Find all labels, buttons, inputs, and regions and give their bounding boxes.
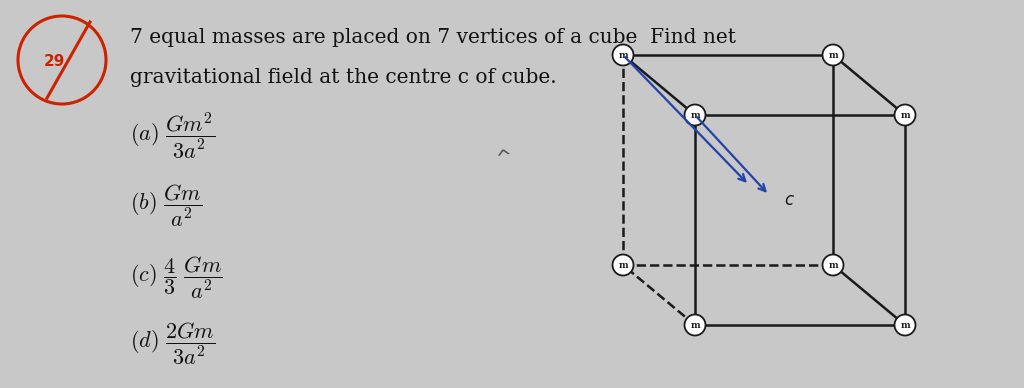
Text: $(c)\ \dfrac{4}{3}\ \dfrac{Gm}{a^2}$: $(c)\ \dfrac{4}{3}\ \dfrac{Gm}{a^2}$ bbox=[130, 254, 223, 301]
Circle shape bbox=[822, 45, 844, 66]
Text: 7 equal masses are placed on 7 vertices of a cube  Find net: 7 equal masses are placed on 7 vertices … bbox=[130, 28, 736, 47]
Text: $(a)\ \dfrac{Gm^2}{3a^2}$: $(a)\ \dfrac{Gm^2}{3a^2}$ bbox=[130, 110, 215, 161]
Text: 29: 29 bbox=[43, 54, 65, 69]
Text: ^: ^ bbox=[496, 147, 515, 169]
Text: m: m bbox=[690, 320, 699, 329]
Circle shape bbox=[895, 315, 915, 336]
Circle shape bbox=[684, 315, 706, 336]
Circle shape bbox=[895, 104, 915, 125]
Text: m: m bbox=[618, 260, 628, 270]
Text: m: m bbox=[900, 111, 909, 120]
Text: m: m bbox=[690, 111, 699, 120]
Text: m: m bbox=[828, 50, 838, 59]
Circle shape bbox=[612, 45, 634, 66]
Text: $(b)\ \dfrac{Gm}{a^2}$: $(b)\ \dfrac{Gm}{a^2}$ bbox=[130, 182, 203, 229]
Text: c: c bbox=[784, 191, 794, 209]
Circle shape bbox=[684, 104, 706, 125]
Text: m: m bbox=[618, 50, 628, 59]
Text: m: m bbox=[900, 320, 909, 329]
Text: m: m bbox=[828, 260, 838, 270]
Circle shape bbox=[612, 255, 634, 275]
Circle shape bbox=[822, 255, 844, 275]
Text: $(d)\ \dfrac{2Gm}{3a^2}$: $(d)\ \dfrac{2Gm}{3a^2}$ bbox=[130, 320, 215, 367]
Text: gravitational field at the centre c of cube.: gravitational field at the centre c of c… bbox=[130, 68, 557, 87]
